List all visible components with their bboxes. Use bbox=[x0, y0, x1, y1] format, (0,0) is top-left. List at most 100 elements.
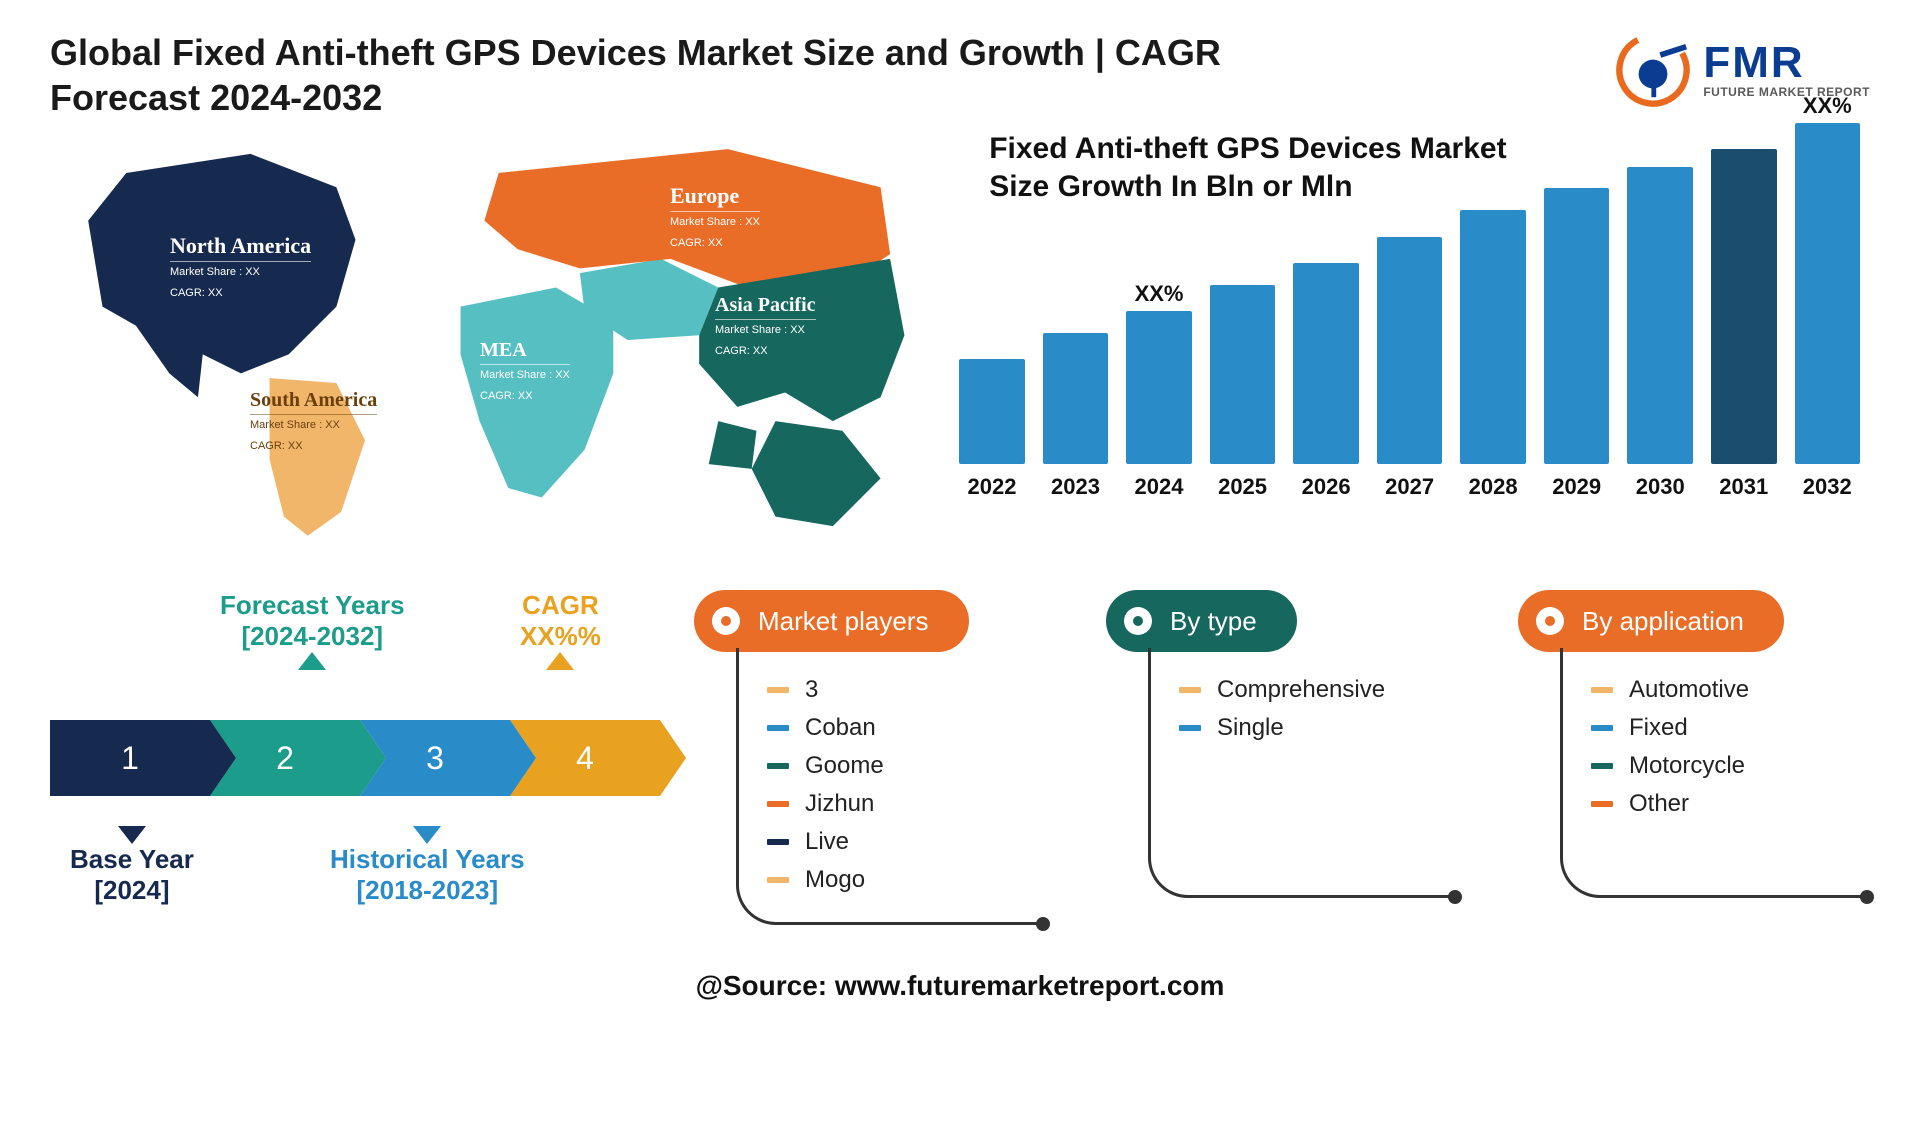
list-item: Comprehensive bbox=[1179, 676, 1438, 704]
category-list: Comprehensive Single bbox=[1179, 676, 1438, 742]
region-sub2: CAGR: XX bbox=[670, 233, 760, 250]
bar bbox=[1460, 210, 1526, 464]
region-sub1: Market Share : XX bbox=[170, 261, 311, 279]
list-item-text: Jizhun bbox=[805, 790, 874, 818]
callout-line1: Historical Years bbox=[330, 844, 525, 875]
category-players: Market players 3 Coban Goome Jizhun Live Mogo bbox=[694, 590, 1046, 930]
bar bbox=[959, 359, 1025, 464]
timeline-callout-forecast: Forecast Years[2024-2032] bbox=[220, 590, 405, 676]
callout-line1: Base Year bbox=[70, 844, 194, 875]
dash-icon bbox=[1591, 801, 1613, 807]
bullet-icon bbox=[1124, 607, 1152, 635]
bar bbox=[1210, 285, 1276, 464]
region-sub2: CAGR: XX bbox=[170, 283, 311, 300]
list-item-text: Goome bbox=[805, 752, 884, 780]
bar-column: XX%2024 bbox=[1126, 311, 1192, 500]
region-name: North America bbox=[170, 235, 311, 257]
bar-year-label: 2022 bbox=[967, 474, 1016, 500]
region-label-na: North America Market Share : XX CAGR: XX bbox=[170, 235, 311, 301]
list-item-text: 3 bbox=[805, 676, 818, 704]
bar-column: 2031 bbox=[1711, 149, 1777, 500]
triangle-icon bbox=[118, 826, 146, 844]
timeline-callout-base: Base Year[2024] bbox=[70, 820, 194, 906]
region-sub1: Market Share : XX bbox=[715, 319, 816, 337]
region-label-eu: Europe Market Share : XX CAGR: XX bbox=[670, 185, 760, 251]
bars-wrap: 20222023XX%20242025202620272028202920302… bbox=[959, 150, 1860, 500]
timeline-callout-cagr: CAGRXX%% bbox=[520, 590, 601, 676]
bar bbox=[1293, 263, 1359, 464]
category-label: By application bbox=[1582, 606, 1744, 637]
region-name: Europe bbox=[670, 185, 760, 207]
region-sub1: Market Share : XX bbox=[250, 414, 377, 432]
list-item: Live bbox=[767, 828, 1026, 856]
category-list: AutomotiveFixedMotorcycleOther bbox=[1591, 676, 1850, 818]
region-sub2: CAGR: XX bbox=[480, 386, 570, 403]
bar-column: XX% 2032 bbox=[1795, 123, 1861, 500]
bar-year-label: 2028 bbox=[1469, 474, 1518, 500]
bar-year-label: 2024 bbox=[1135, 474, 1184, 500]
callout-line2: [2024] bbox=[70, 875, 194, 906]
bar-column: 2022 bbox=[959, 359, 1025, 500]
bar-year-label: 2029 bbox=[1552, 474, 1601, 500]
bar-year-label: 2031 bbox=[1719, 474, 1768, 500]
callout-line2: [2024-2032] bbox=[220, 621, 405, 652]
category-box: 3 Coban Goome Jizhun Live Mogo bbox=[736, 648, 1046, 925]
dash-icon bbox=[767, 801, 789, 807]
timeline-callout-hist: Historical Years[2018-2023] bbox=[330, 820, 525, 906]
list-item-text: Live bbox=[805, 828, 849, 856]
region-sub2: CAGR: XX bbox=[250, 436, 377, 453]
dash-icon bbox=[1591, 763, 1613, 769]
bullet-icon bbox=[1536, 607, 1564, 635]
list-item: Goome bbox=[767, 752, 1026, 780]
bar bbox=[1043, 333, 1109, 464]
bar-top-label-last: XX% bbox=[1803, 93, 1852, 119]
infographic-root: Global Fixed Anti-theft GPS Devices Mark… bbox=[0, 0, 1920, 1022]
bar bbox=[1544, 188, 1610, 464]
region-name: Asia Pacific bbox=[715, 295, 816, 315]
timeline-step-1: 1 bbox=[50, 720, 210, 796]
dash-icon bbox=[767, 687, 789, 693]
list-item-text: Comprehensive bbox=[1217, 676, 1385, 704]
bar-column: 2029 bbox=[1544, 188, 1610, 500]
list-item-text: Motorcycle bbox=[1629, 752, 1745, 780]
category-pill: Market players bbox=[694, 590, 969, 652]
list-item: Motorcycle bbox=[1591, 752, 1850, 780]
bar-year-label: 2032 bbox=[1803, 474, 1852, 500]
list-item-text: Automotive bbox=[1629, 676, 1749, 704]
category-box: Comprehensive Single bbox=[1148, 648, 1458, 898]
region-label-mea: MEA Market Share : XX CAGR: XX bbox=[480, 340, 570, 404]
category-pill: By application bbox=[1518, 590, 1784, 652]
source-line: @Source: www.futuremarketreport.com bbox=[50, 970, 1870, 1002]
region-label-ap: Asia Pacific Market Share : XX CAGR: XX bbox=[715, 295, 816, 359]
bar-column: 2025 bbox=[1210, 285, 1276, 500]
triangle-icon bbox=[298, 652, 326, 670]
bar bbox=[1377, 237, 1443, 465]
dash-icon bbox=[767, 877, 789, 883]
bar-column: 2026 bbox=[1293, 263, 1359, 500]
region-sub2: CAGR: XX bbox=[715, 341, 816, 358]
dash-icon bbox=[1591, 687, 1613, 693]
category-type: By typeComprehensiveSingle bbox=[1106, 590, 1458, 930]
list-item-text: Other bbox=[1629, 790, 1689, 818]
bar: XX% bbox=[1795, 123, 1861, 464]
list-item: Coban bbox=[767, 714, 1026, 742]
logo-icon bbox=[1613, 30, 1693, 110]
list-item: Automotive bbox=[1591, 676, 1850, 704]
bottom-row: Base Year[2024] Forecast Years[2024-2032]… bbox=[50, 590, 1870, 930]
bar-column: 2028 bbox=[1460, 210, 1526, 500]
list-item: Single bbox=[1179, 714, 1438, 742]
list-item-text: Mogo bbox=[805, 866, 865, 894]
header: Global Fixed Anti-theft GPS Devices Mark… bbox=[50, 30, 1870, 120]
bar-top-label-first: XX% bbox=[1135, 281, 1184, 307]
bullet-icon bbox=[712, 607, 740, 635]
dash-icon bbox=[767, 763, 789, 769]
dash-icon bbox=[1591, 725, 1613, 731]
timeline-panel: Base Year[2024] Forecast Years[2024-2032]… bbox=[50, 590, 644, 930]
bar-column: 2027 bbox=[1377, 237, 1443, 501]
category-list: 3 Coban Goome Jizhun Live Mogo bbox=[767, 676, 1026, 894]
bar bbox=[1627, 167, 1693, 465]
callout-line2: XX%% bbox=[520, 621, 601, 652]
dash-icon bbox=[767, 839, 789, 845]
world-map: North America Market Share : XX CAGR: XX… bbox=[50, 130, 909, 550]
region-name: South America bbox=[250, 390, 377, 410]
